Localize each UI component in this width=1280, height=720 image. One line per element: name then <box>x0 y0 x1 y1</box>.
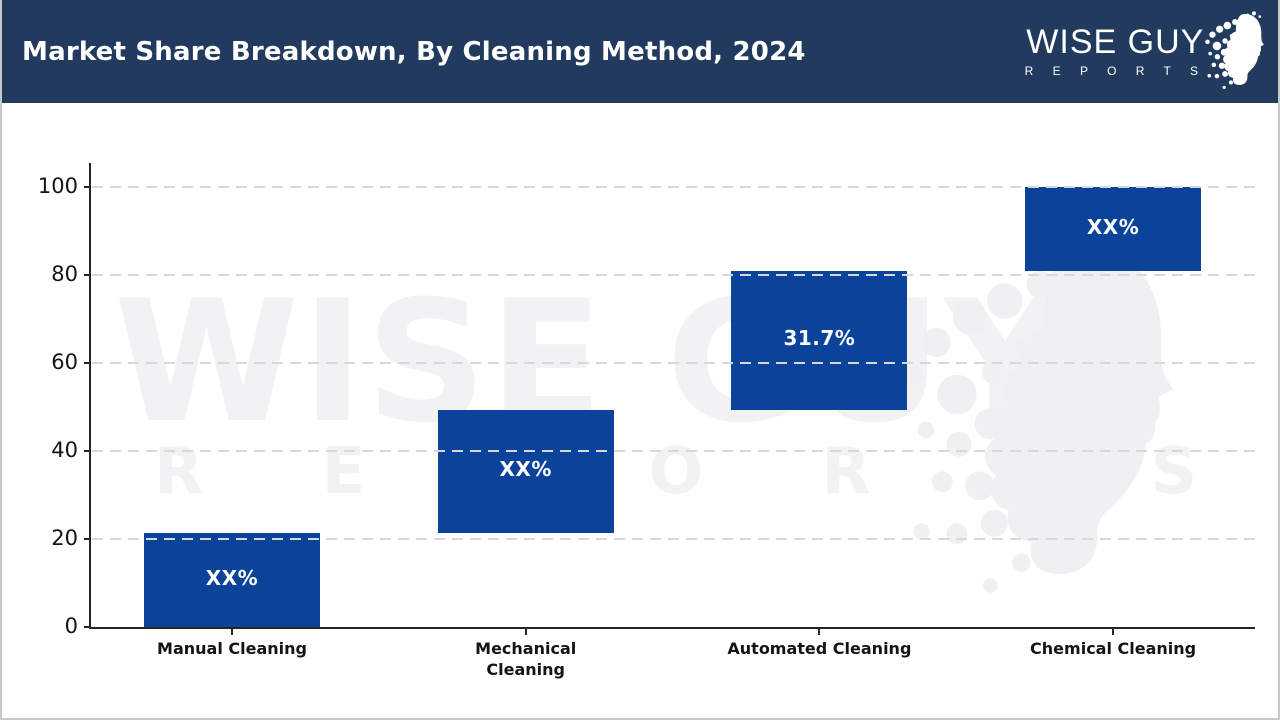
y-tick-label: 20 <box>51 526 78 550</box>
header: Market Share Breakdown, By Cleaning Meth… <box>2 0 1278 103</box>
gridline <box>92 186 1255 188</box>
y-tick-mark <box>84 450 91 452</box>
x-tick-label: Chemical Cleaning <box>1030 639 1197 658</box>
logo-wordmark: WISE GUY <box>1026 23 1205 61</box>
x-tick-label: Mechanical Cleaning <box>475 639 577 679</box>
y-tick-label: 0 <box>64 614 78 638</box>
y-tick-mark <box>84 538 91 540</box>
y-tick-label: 100 <box>37 174 78 198</box>
x-tick-label: Manual Cleaning <box>157 639 307 658</box>
bar-segment <box>1025 187 1202 271</box>
bar-segment <box>144 532 320 627</box>
y-tick-label: 40 <box>51 438 78 462</box>
page-title: Market Share Breakdown, By Cleaning Meth… <box>22 36 806 67</box>
y-tick-mark <box>84 186 91 188</box>
y-tick-label: 80 <box>51 262 78 286</box>
y-tick-mark <box>84 274 91 276</box>
x-tick-mark <box>524 628 527 635</box>
wiseguy-head-icon <box>1202 8 1268 96</box>
bar-segment <box>437 410 614 533</box>
x-tick-mark <box>231 628 233 635</box>
bar-segment <box>731 270 908 411</box>
y-tick-mark <box>84 626 91 628</box>
y-tick-mark <box>84 362 91 364</box>
gridline <box>92 362 1255 364</box>
bar-value-label: XX% <box>1086 214 1140 239</box>
bar-value-label: XX% <box>205 565 259 590</box>
gridline <box>92 274 1255 276</box>
bar-value-label: XX% <box>499 457 552 482</box>
wise-guy-logo: WISE GUY R E P O R T S <box>1025 8 1268 96</box>
watermark-head-icon <box>890 220 1190 625</box>
x-tick-label: Automated Cleaning <box>727 639 912 658</box>
y-axis-line <box>89 163 91 629</box>
x-tick-mark <box>1112 628 1115 635</box>
x-axis-line <box>89 627 1255 629</box>
logo-subtext: R E P O R T S <box>1024 64 1206 78</box>
gridline <box>92 538 1255 540</box>
x-tick-mark <box>818 628 821 635</box>
bar-value-label: 31.7% <box>783 326 856 351</box>
gridline <box>92 450 1255 452</box>
y-tick-label: 60 <box>51 350 78 374</box>
